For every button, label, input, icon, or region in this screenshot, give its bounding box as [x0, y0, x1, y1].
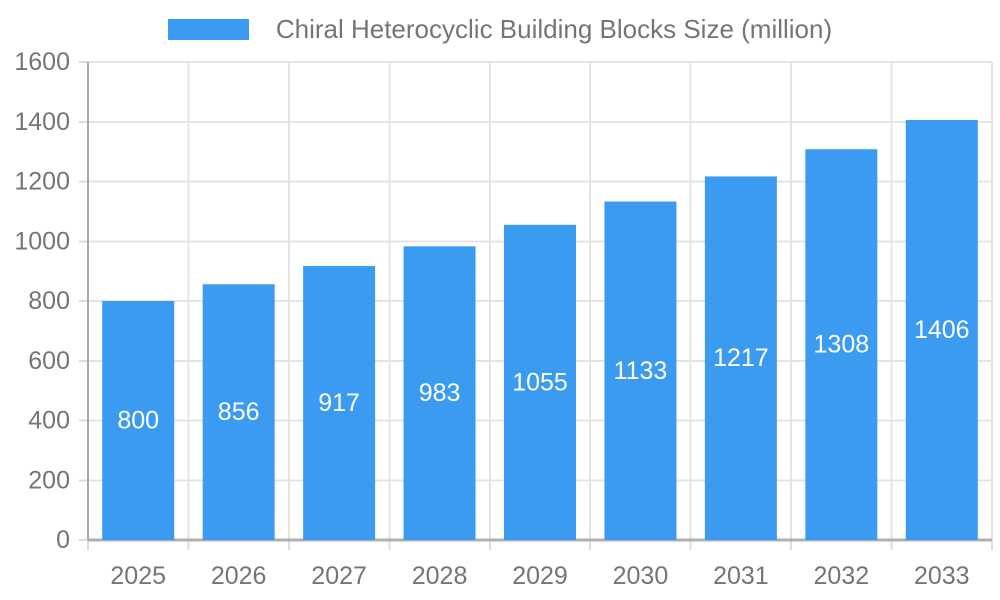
bar-value-label: 1308: [814, 331, 870, 359]
bar-2025[interactable]: [102, 301, 175, 540]
y-axis-tick-label: 1200: [14, 168, 70, 196]
y-axis-tick-label: 600: [28, 347, 70, 375]
bar-2028[interactable]: [403, 246, 476, 541]
y-axis-tick-label: 1400: [14, 108, 70, 136]
bar-2031[interactable]: [704, 176, 777, 540]
x-axis-tick-label: 2032: [814, 562, 870, 590]
bar-value-label: 983: [419, 379, 461, 407]
bar-value-label: 1133: [614, 357, 668, 385]
x-axis-tick-label: 2033: [914, 562, 970, 590]
bar-2033[interactable]: [905, 119, 978, 541]
bar-value-label: 856: [218, 398, 260, 426]
y-axis-tick-label: 200: [28, 466, 70, 494]
y-axis-tick-label: 1600: [14, 48, 70, 76]
bar-value-label: 917: [318, 389, 360, 417]
y-axis-tick-label: 800: [28, 287, 70, 315]
x-axis-tick-label: 2025: [110, 562, 166, 590]
legend-label: Chiral Heterocyclic Building Blocks Size…: [275, 14, 833, 44]
bar-value-label: 1055: [512, 368, 568, 396]
legend-swatch-icon: [167, 18, 249, 40]
bar-2030[interactable]: [604, 201, 677, 541]
legend[interactable]: Chiral Heterocyclic Building Blocks Size…: [0, 14, 1000, 44]
x-axis-tick-label: 2027: [311, 562, 367, 590]
y-axis-tick-label: 1000: [14, 227, 70, 255]
bar-2032[interactable]: [805, 149, 878, 541]
bar-value-label: 1217: [713, 344, 769, 372]
x-axis-tick-label: 2030: [613, 562, 669, 590]
x-axis-tick-label: 2028: [412, 562, 468, 590]
bar-2026[interactable]: [202, 284, 275, 540]
x-axis-tick-label: 2026: [211, 562, 267, 590]
bar-2029[interactable]: [504, 224, 576, 540]
bar-value-label: 800: [117, 407, 159, 435]
x-axis-tick-label: 2029: [512, 562, 568, 590]
bar-value-label: 1406: [914, 316, 970, 344]
y-axis-tick-label: 400: [28, 407, 70, 435]
x-axis-tick-label: 2031: [713, 562, 769, 590]
bar-2027[interactable]: [303, 266, 376, 540]
y-axis-tick-label: 0: [56, 526, 70, 554]
